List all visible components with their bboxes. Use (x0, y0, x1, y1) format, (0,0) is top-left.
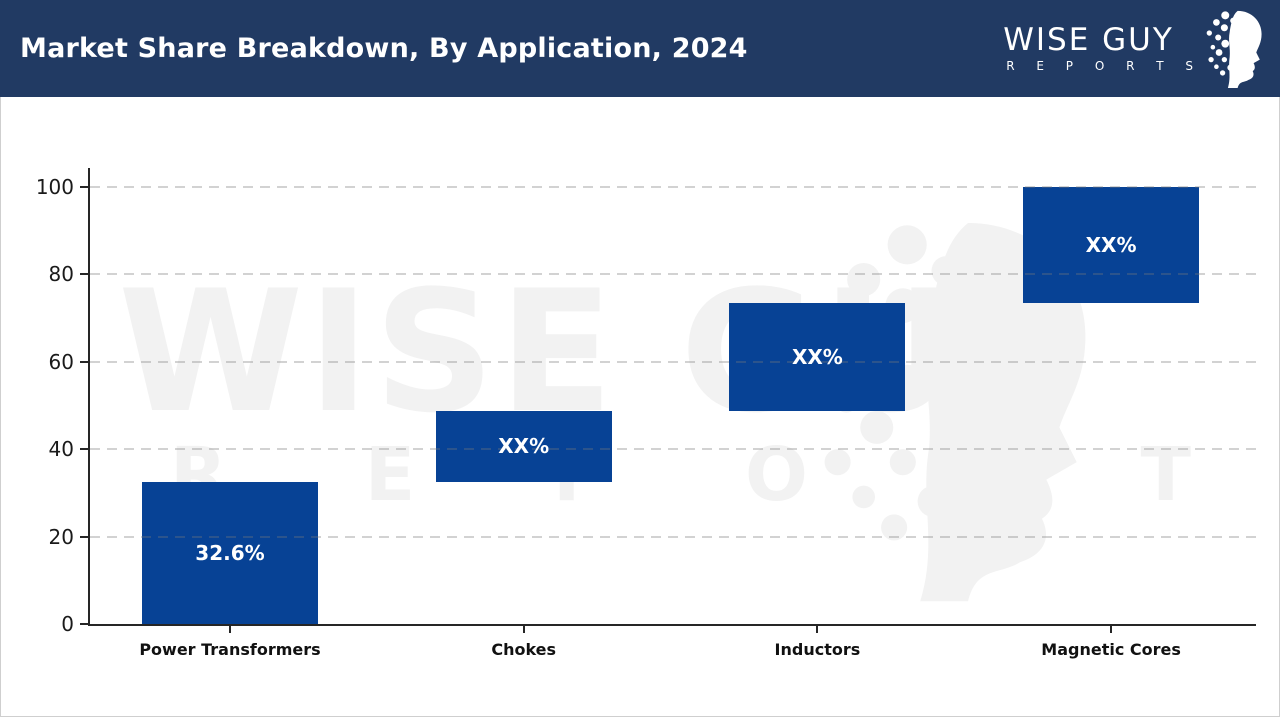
y-axis-tick-label: 80 (48, 262, 74, 287)
x-axis-tick (522, 626, 525, 633)
x-axis-category-label: Power Transformers (139, 640, 321, 659)
y-gridline (90, 448, 1256, 451)
wise-guy-reports-logo: WISE GUY R E P O R T S (1003, 8, 1266, 90)
waterfall-bar-2 (729, 303, 906, 412)
x-axis-category-label: Magnetic Cores (1041, 640, 1181, 659)
x-axis-tick (816, 626, 819, 633)
y-axis-tick (80, 186, 88, 188)
logo-text: WISE GUY R E P O R T S (1003, 21, 1202, 73)
y-axis-tick (80, 623, 88, 625)
y-axis-tick (80, 448, 88, 451)
y-axis-tick-label: 60 (48, 349, 74, 374)
y-axis-tick-label: 0 (61, 612, 74, 636)
dotted-head-icon (1206, 10, 1262, 88)
waterfall-bar-0 (142, 481, 318, 624)
watermark-wordmark: WISE GUY (118, 254, 1089, 450)
y-gridline (90, 186, 1256, 188)
bar-value-label: XX% (1085, 233, 1137, 258)
y-axis-tick (80, 360, 88, 363)
y-axis-line (88, 168, 90, 626)
header-bar: Market Share Breakdown, By Application, … (0, 0, 1280, 97)
waterfall-bar-3 (1023, 187, 1200, 304)
y-gridline (90, 273, 1256, 276)
bar-value-label: XX% (791, 345, 843, 370)
y-axis-tick-label: 20 (48, 524, 74, 549)
y-axis-tick (80, 273, 88, 276)
x-axis-tick (1110, 626, 1113, 633)
y-axis-tick (80, 535, 88, 538)
y-axis-tick-label: 40 (48, 437, 74, 462)
bar-value-label: XX% (498, 434, 550, 459)
x-axis-line (88, 624, 1256, 626)
x-axis-tick (229, 626, 231, 633)
watermark-subtitle: R E P O R T S (170, 432, 1280, 518)
chart-title: Market Share Breakdown, By Application, … (20, 33, 748, 64)
logo-subtitle: R E P O R T S (1006, 58, 1202, 73)
y-axis-tick-label: 100 (35, 175, 74, 199)
y-gridline (90, 535, 1256, 538)
bar-value-label: 32.6% (195, 540, 265, 565)
logo-wordmark: WISE GUY (1003, 21, 1174, 58)
y-gridline (90, 360, 1256, 363)
x-axis-category-label: Chokes (491, 640, 557, 659)
x-axis-category-label: Inductors (774, 640, 861, 659)
waterfall-bar-1 (435, 411, 612, 482)
